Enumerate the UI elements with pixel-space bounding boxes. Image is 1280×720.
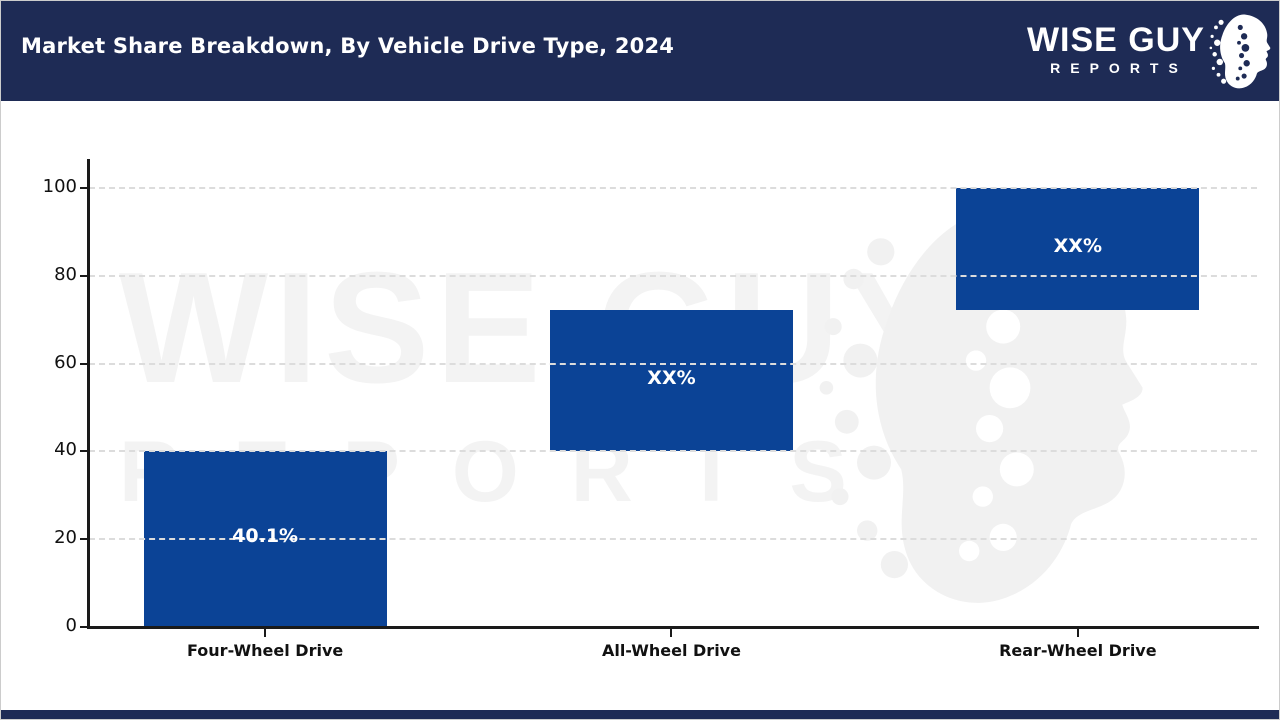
y-tick-label-40: 40 xyxy=(54,439,77,461)
y-tick-label-60: 60 xyxy=(54,351,77,373)
dotted-face-icon xyxy=(1207,11,1271,95)
gridline-60 xyxy=(89,362,1257,365)
y-tick-mark-80 xyxy=(80,274,88,277)
gridline-20 xyxy=(89,538,1257,541)
gridline-80 xyxy=(89,274,1257,277)
x-axis-line xyxy=(87,626,1259,629)
logo-wise-guy-text: WISE GUY xyxy=(1026,21,1205,59)
bar-rear-wheel-drive xyxy=(956,188,1200,311)
y-tick-mark-0 xyxy=(80,626,88,628)
bar-value-label-four-wheel-drive: 40.1% xyxy=(232,524,299,547)
bar-value-label-rear-wheel-drive: XX% xyxy=(1053,235,1102,258)
logo-reports-text: REPORTS xyxy=(1050,60,1188,76)
footer-band xyxy=(1,710,1279,719)
gridline-100 xyxy=(89,187,1257,189)
y-tick-mark-40 xyxy=(80,450,88,453)
x-tick-mark-four-wheel-drive xyxy=(264,629,267,637)
bar-all-wheel-drive xyxy=(549,310,793,451)
y-tick-mark-60 xyxy=(80,362,88,365)
bar-value-label-all-wheel-drive: XX% xyxy=(647,366,696,389)
y-tick-label-0: 0 xyxy=(65,615,77,636)
wise-guy-reports-logo: WISE GUY REPORTS xyxy=(1017,11,1271,95)
y-tick-mark-20 xyxy=(80,538,88,541)
y-tick-label-100: 100 xyxy=(42,176,77,197)
y-tick-label-80: 80 xyxy=(54,263,77,285)
y-axis-line xyxy=(87,159,90,629)
chart-title: Market Share Breakdown, By Vehicle Drive… xyxy=(21,34,675,58)
logo-text: WISE GUY REPORTS xyxy=(1027,23,1205,76)
x-category-label-all-wheel-drive: All-Wheel Drive xyxy=(601,641,741,660)
x-tick-mark-rear-wheel-drive xyxy=(1076,629,1079,637)
header-band: Market Share Breakdown, By Vehicle Drive… xyxy=(1,1,1279,101)
gridline-40 xyxy=(89,450,1257,453)
x-tick-mark-all-wheel-drive xyxy=(670,629,673,637)
x-category-label-four-wheel-drive: Four-Wheel Drive xyxy=(187,641,344,660)
x-category-label-rear-wheel-drive: Rear-Wheel Drive xyxy=(999,641,1157,660)
y-tick-label-20: 20 xyxy=(54,527,77,549)
y-tick-mark-100 xyxy=(80,187,88,189)
